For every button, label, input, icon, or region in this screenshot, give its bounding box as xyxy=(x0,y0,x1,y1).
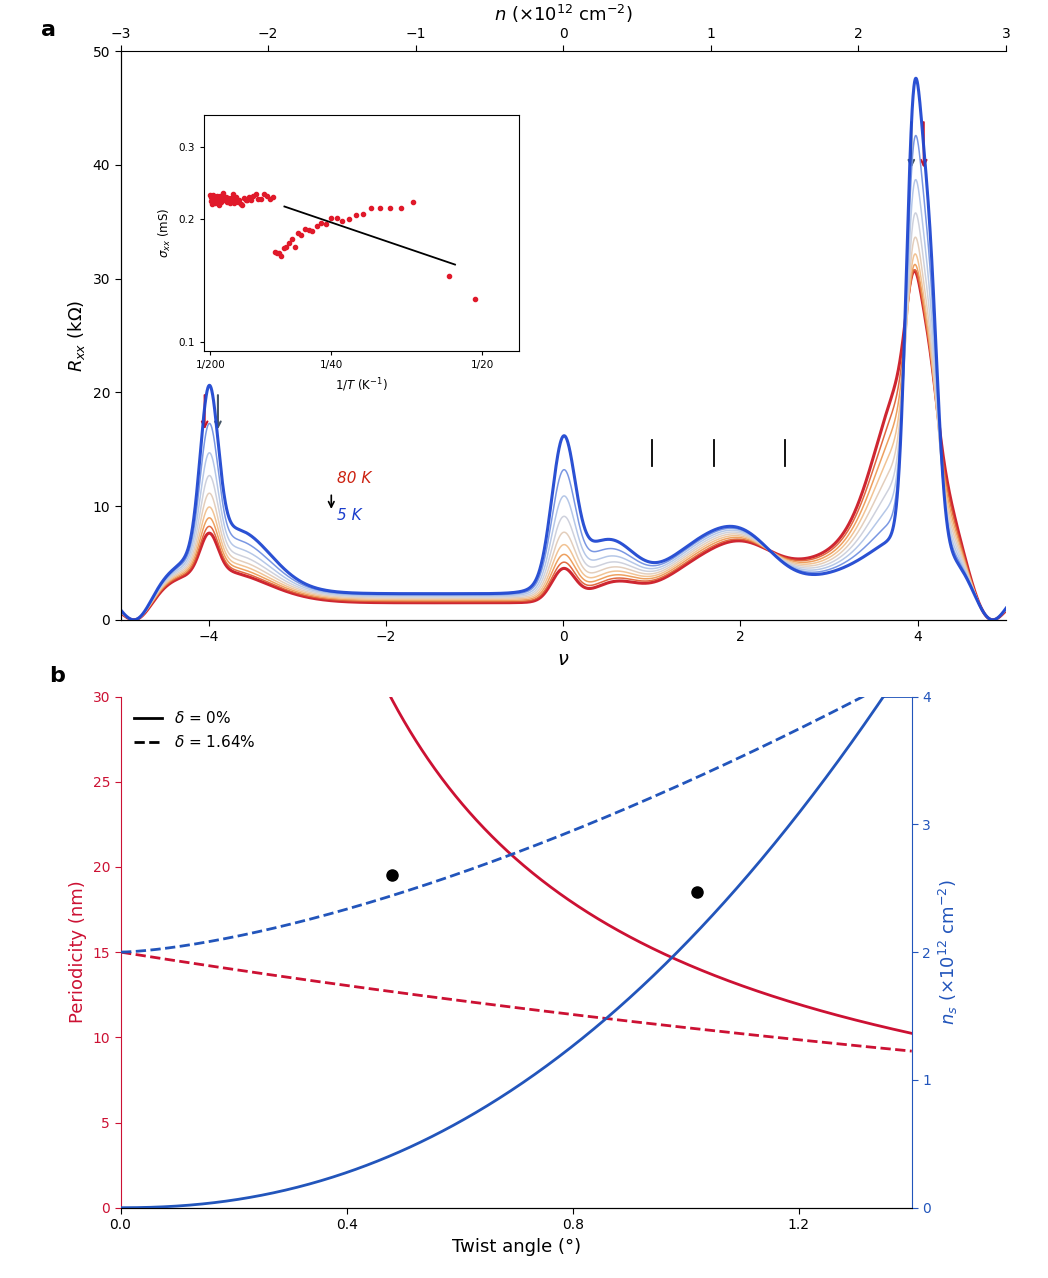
Y-axis label: $n_s$ ($\times 10^{12}$ cm$^{-2}$): $n_s$ ($\times 10^{12}$ cm$^{-2}$) xyxy=(937,879,960,1025)
Y-axis label: $R_{xx}$ (k$\Omega$): $R_{xx}$ (k$\Omega$) xyxy=(66,299,87,372)
Text: 80 K: 80 K xyxy=(337,472,372,487)
Y-axis label: Periodicity (nm): Periodicity (nm) xyxy=(69,881,87,1024)
X-axis label: $\nu$: $\nu$ xyxy=(558,649,569,668)
Y-axis label: $\sigma_{xx}$ (mS): $\sigma_{xx}$ (mS) xyxy=(157,208,173,258)
Text: b: b xyxy=(49,666,65,686)
Text: 5 K: 5 K xyxy=(337,507,363,523)
X-axis label: Twist angle (°): Twist angle (°) xyxy=(452,1237,581,1256)
X-axis label: $1/T$ (K$^{-1}$): $1/T$ (K$^{-1}$) xyxy=(335,376,388,394)
Legend: $\delta$ = 0%, $\delta$ = 1.64%: $\delta$ = 0%, $\delta$ = 1.64% xyxy=(128,704,262,757)
Text: a: a xyxy=(41,19,56,40)
X-axis label: $n$ ($\times 10^{12}$ cm$^{-2}$): $n$ ($\times 10^{12}$ cm$^{-2}$) xyxy=(494,3,633,26)
